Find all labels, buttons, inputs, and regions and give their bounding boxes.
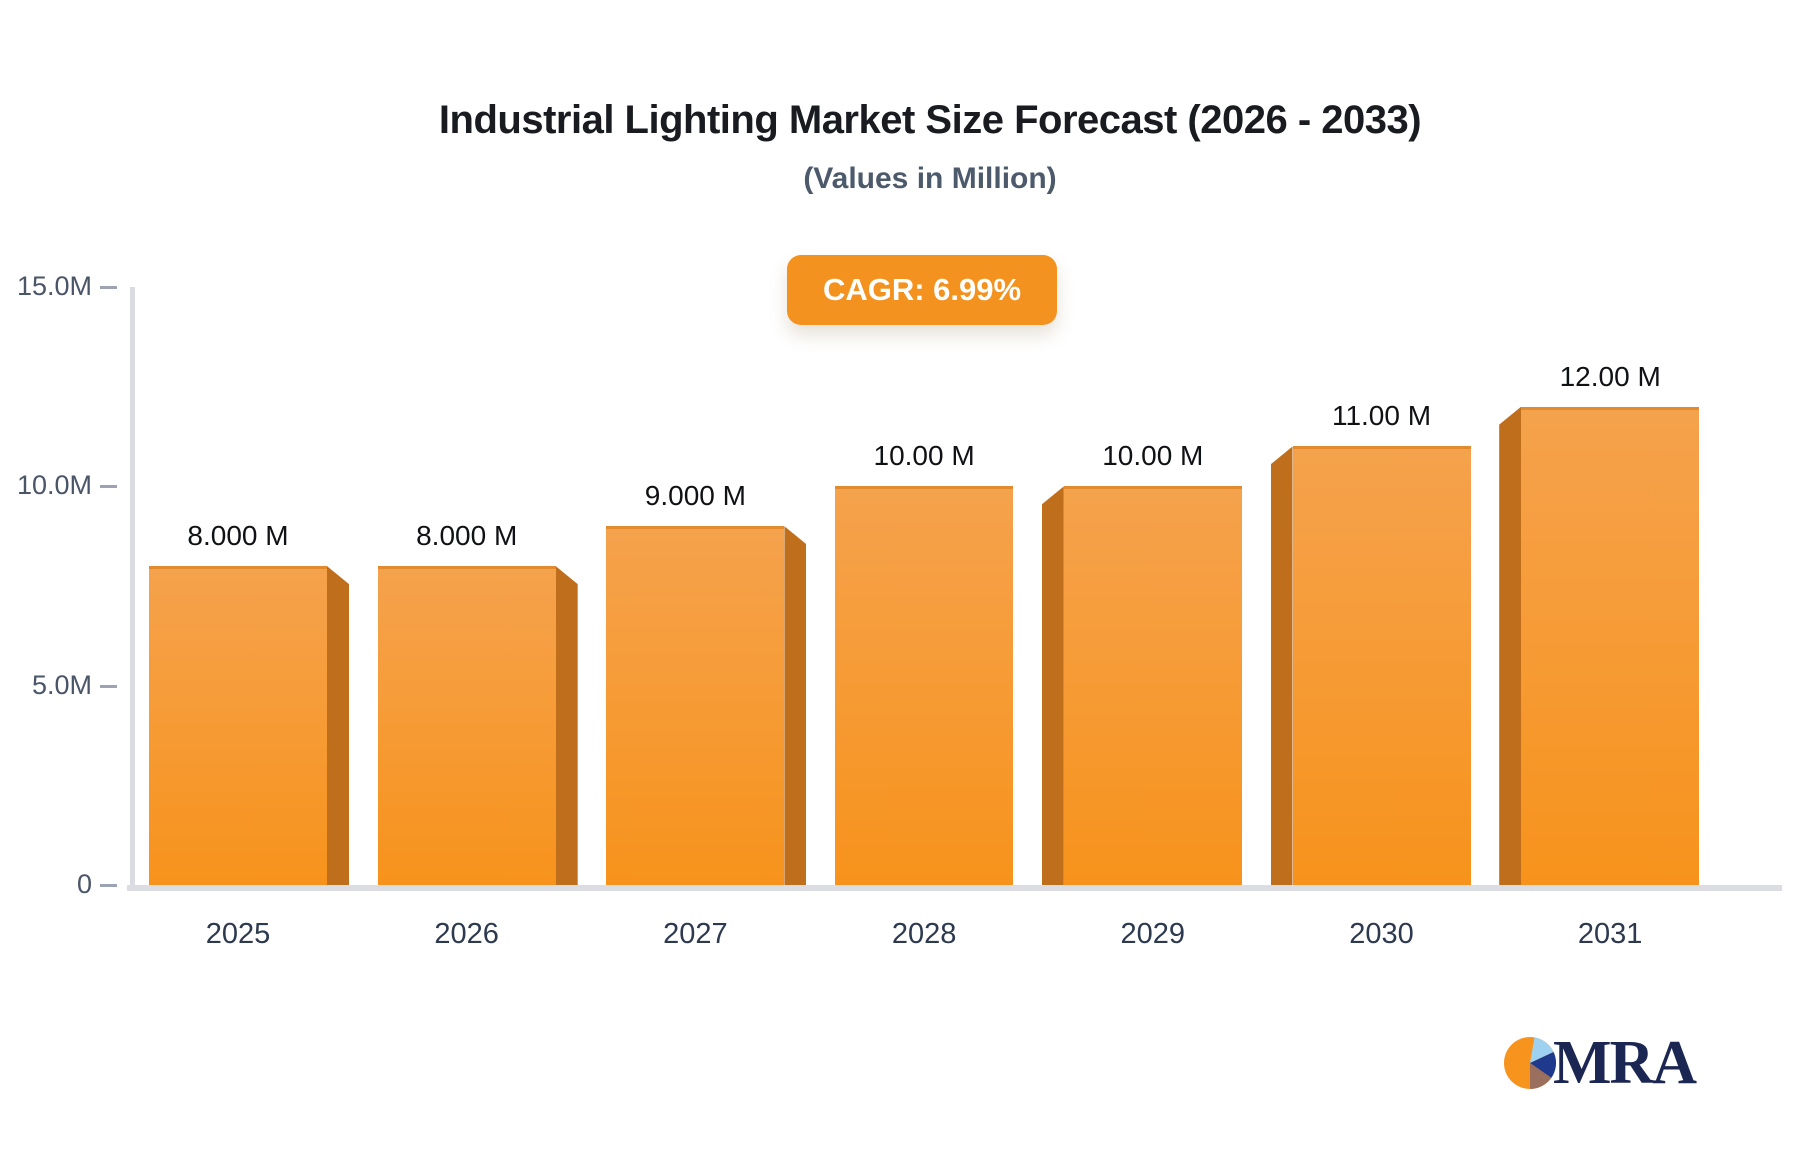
y-tick-mark [100, 485, 117, 489]
bar-value-label-2025: 8.000 M [187, 520, 289, 552]
x-axis-line [127, 885, 1782, 891]
cagr-badge-label: CAGR: 6.99% [822, 272, 1022, 307]
bar-value-label-2026: 8.000 M [416, 520, 518, 552]
mra-logo-pie-icon [1504, 1037, 1556, 1089]
bar-2026 [377, 566, 556, 885]
mra-logo: MRA [1503, 1029, 1697, 1097]
x-axis-label-2031: 2031 [1577, 918, 1643, 950]
bar-value-label-2030: 11.00 M [1331, 400, 1432, 432]
bar-value-label-2029: 10.00 M [1102, 440, 1204, 472]
bar-3d-side-2029 [1041, 486, 1064, 885]
y-tick-label-10.0M: 10.0M [16, 470, 92, 501]
x-axis-label-2028: 2028 [891, 918, 957, 950]
mra-logo-text: MRA [1553, 1029, 1697, 1097]
y-tick-mark [100, 286, 117, 289]
y-axis-line [130, 287, 135, 886]
bar-3d-side-2030 [1270, 446, 1293, 885]
y-tick-label-5.0M: 5.0M [31, 669, 92, 700]
bar-3d-side-2026 [555, 566, 578, 885]
bar-2027 [606, 526, 785, 885]
y-tick-mark [100, 684, 117, 688]
x-axis-label-2026: 2026 [434, 918, 499, 950]
y-tick-label-0: 0 [76, 869, 92, 899]
y-tick-label-15.0M: 15.0M [16, 271, 92, 301]
y-tick-mark [100, 884, 117, 887]
bar-value-label-2028: 10.00 M [873, 440, 975, 472]
bar-3d-side-2031 [1499, 406, 1522, 885]
cagr-badge: CAGR: 6.99% [787, 255, 1057, 325]
bar-3d-side-2025 [327, 566, 349, 885]
bar-3d-side-2027 [784, 526, 807, 885]
x-axis-label-2025: 2025 [205, 918, 271, 950]
bar-value-label-2027: 9.000 M [644, 480, 746, 512]
bar-2029 [1063, 486, 1242, 885]
chart-subtitle: (Values in Million) [803, 162, 1057, 195]
bar-2028 [835, 486, 1014, 885]
bar-2025 [149, 566, 327, 885]
bar-2031 [1521, 406, 1700, 885]
bar-value-label-2031: 12.00 M [1559, 360, 1661, 392]
x-axis-label-2027: 2027 [663, 918, 728, 950]
bar-2030 [1292, 446, 1471, 885]
x-axis-label-2029: 2029 [1120, 918, 1186, 950]
chart-title: Industrial Lighting Market Size Forecast… [438, 98, 1422, 142]
x-axis-label-2030: 2030 [1349, 918, 1414, 950]
